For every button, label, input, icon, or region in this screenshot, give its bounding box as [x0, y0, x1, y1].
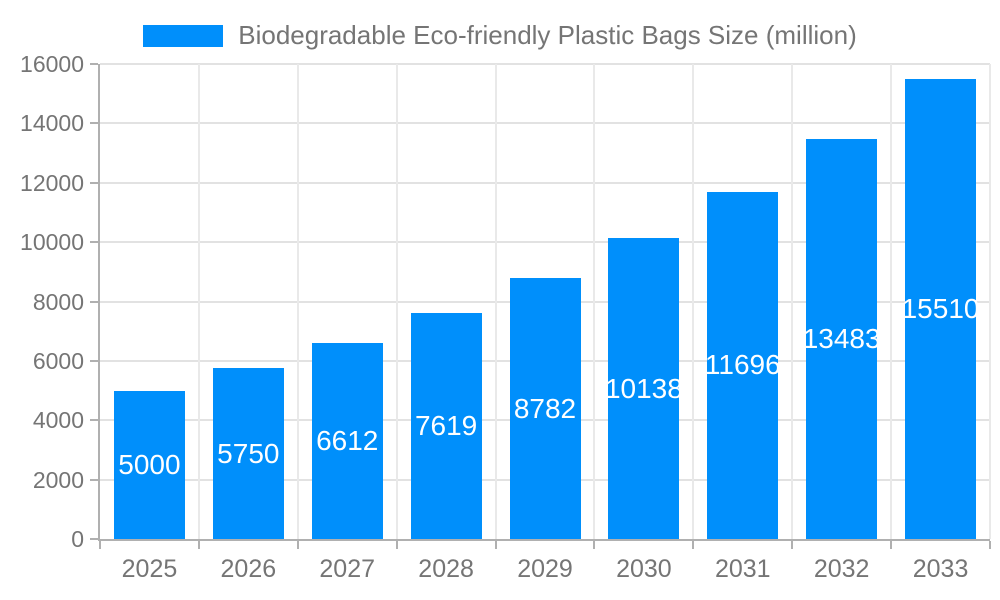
x-tick — [99, 541, 101, 549]
x-gridline — [890, 64, 893, 539]
bar: 7619 — [410, 312, 482, 539]
x-gridline — [791, 64, 794, 539]
x-tick — [593, 541, 596, 549]
y-tick — [90, 122, 98, 125]
y-gridline — [100, 122, 990, 125]
y-gridline — [100, 241, 990, 244]
x-tick-label: 2029 — [517, 555, 573, 583]
bar: 15510 — [902, 78, 979, 539]
x-tick — [494, 541, 497, 549]
x-tick-label: 2033 — [912, 555, 969, 583]
y-tick-label: 16000 — [20, 51, 84, 77]
x-tick — [395, 541, 398, 549]
bar: 5000 — [113, 390, 185, 539]
x-gridline — [197, 64, 200, 539]
x-gridline — [395, 64, 398, 539]
y-tick — [90, 359, 98, 362]
bar-value-label: 10138 — [604, 372, 683, 404]
y-tick — [90, 538, 98, 540]
x-tick — [791, 541, 794, 549]
x-tick — [989, 541, 991, 549]
y-tick-label: 14000 — [20, 110, 84, 137]
y-tick — [90, 181, 98, 184]
x-tick — [197, 541, 200, 549]
x-gridline — [296, 64, 299, 539]
bar-value-label: 7619 — [414, 409, 478, 441]
y-tick-label: 6000 — [32, 347, 84, 374]
bar: 6612 — [311, 342, 383, 539]
y-tick-label: 2000 — [32, 466, 84, 493]
bar: 13483 — [803, 138, 881, 539]
y-gridline — [100, 63, 990, 65]
bar: 5750 — [212, 368, 284, 539]
x-tick-label: 2027 — [319, 555, 376, 583]
bar: 11696 — [704, 191, 781, 539]
x-gridline — [593, 64, 596, 539]
y-tick-label: 4000 — [32, 407, 84, 434]
legend-item[interactable]: Biodegradable Eco-friendly Plastic Bags … — [0, 20, 1000, 51]
y-tick-label: 8000 — [32, 288, 84, 315]
y-tick — [90, 419, 98, 422]
x-gridline — [692, 64, 695, 539]
x-tick-label: 2032 — [813, 555, 870, 583]
x-tick-label: 2026 — [220, 555, 277, 583]
y-tick-label: 10000 — [20, 229, 84, 256]
x-tick — [296, 541, 299, 549]
x-tick-label: 2031 — [714, 555, 771, 583]
y-axis-line — [98, 64, 100, 541]
x-tick-label: 2025 — [121, 555, 178, 583]
bar-value-label: 13483 — [802, 322, 881, 354]
y-tick — [90, 241, 98, 244]
bar-value-label: 8782 — [513, 392, 577, 424]
x-axis-line — [98, 539, 990, 541]
y-tick — [90, 300, 98, 303]
x-gridline — [989, 64, 991, 539]
bar-value-label: 11696 — [704, 349, 781, 381]
legend-label: Biodegradable Eco-friendly Plastic Bags … — [238, 20, 857, 50]
bar-value-label: 15510 — [901, 292, 980, 324]
y-tick — [90, 63, 98, 65]
x-gridline — [494, 64, 497, 539]
bar-value-label: 6612 — [316, 424, 379, 456]
bar: 8782 — [509, 278, 581, 539]
plot-area: 5000 5750 6612 7619 8782 10138 11696 13483 15510… — [20, 51, 991, 583]
y-tick — [90, 478, 98, 481]
bar-value-label: 5000 — [118, 448, 181, 480]
x-tick-label: 2030 — [616, 555, 672, 583]
x-tick — [890, 541, 893, 549]
legend-swatch — [143, 24, 224, 47]
y-gridline — [100, 181, 990, 184]
x-tick-label: 2028 — [418, 555, 474, 583]
bar-value-label: 5750 — [217, 437, 280, 469]
y-tick-label: 0 — [71, 526, 84, 552]
bar: 10138 — [605, 238, 683, 539]
y-tick-label: 12000 — [20, 169, 84, 196]
x-tick — [692, 541, 695, 549]
